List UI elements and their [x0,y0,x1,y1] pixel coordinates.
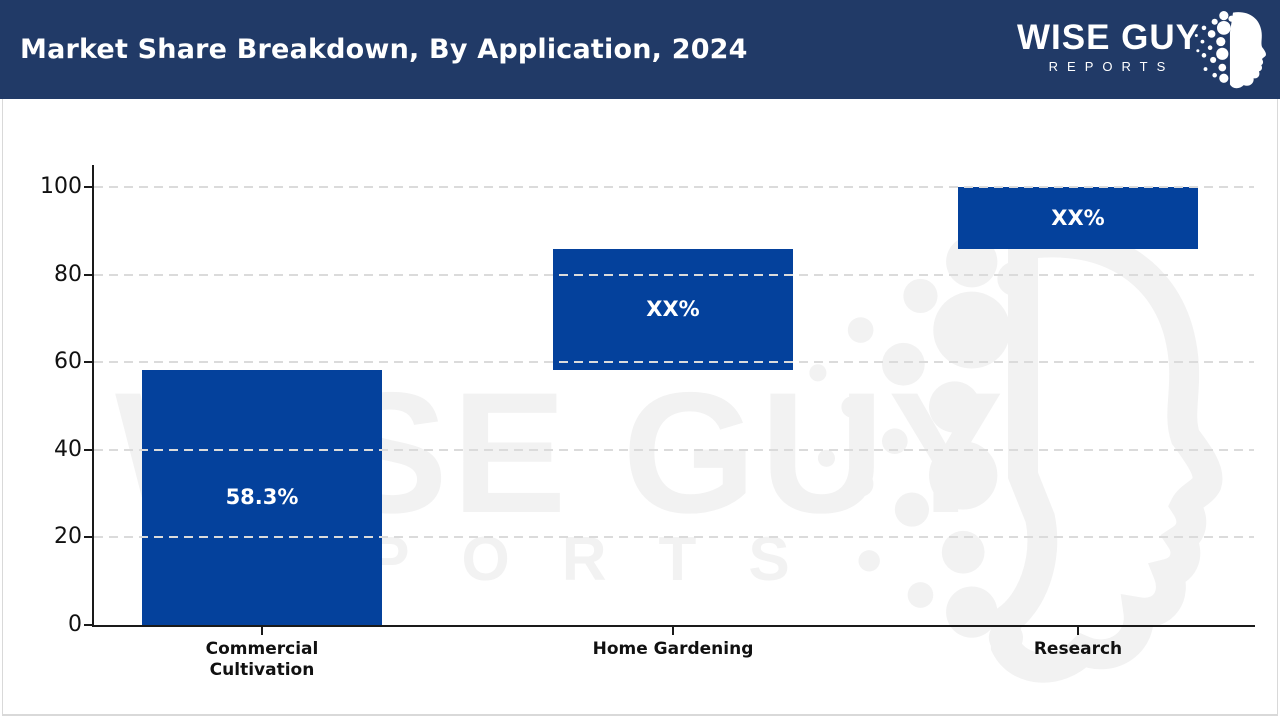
x-category-label-line: Commercial [205,639,319,659]
y-tick-label-20: 20 [54,524,82,550]
x-tick-3 [1077,627,1079,635]
wise-guy-logo: WISE GUY REPORTS [1017,6,1272,94]
y-axis-spine [92,165,94,627]
bar-value-label: XX% [1051,205,1105,230]
logo-subtitle: REPORTS [1048,59,1175,74]
logo-face-icon [1194,11,1266,89]
gridline-20 [94,536,1254,539]
gridline-100 [94,185,1254,188]
x-category-label-line: Home Gardening [592,639,754,659]
bar-value-label: 58.3% [225,485,299,510]
y-tick-40 [84,448,92,451]
bar-2: XX% [553,249,793,370]
x-axis-spine [92,625,1255,627]
bar-value-label: XX% [646,297,700,322]
chart-title: Market Share Breakdown, By Application, … [20,34,748,65]
y-tick-80 [84,273,92,276]
chart-canvas: WISE GUY REPORTS 0 20 40 60 80 100 58.3% Commer… [2,99,1278,716]
y-tick-100 [84,185,92,188]
y-tick-60 [84,361,92,364]
y-tick-20 [84,536,92,539]
x-category-label-line: Research [1033,639,1123,659]
x-category-label: Home Gardening [563,639,783,660]
logo-wordmark: WISE GUY [1016,18,1200,57]
y-tick-label-0: 0 [68,612,82,637]
y-tick-label-60: 60 [54,349,82,375]
watermark-face-icon [809,227,1223,683]
gridline-80 [94,273,1254,276]
y-tick-label-80: 80 [54,261,82,287]
logo-text: WISE GUY REPORTS [1016,18,1200,75]
gridline-40 [94,448,1254,451]
header-bar: Market Share Breakdown, By Application, … [0,0,1280,99]
bar-3: XX% [958,186,1198,250]
y-tick-label-100: 100 [40,173,82,199]
gridline-60 [94,361,1254,364]
y-tick-0 [84,624,92,626]
plot-area: 0 20 40 60 80 100 58.3% Commercial Cultivation XX… [40,165,1254,680]
x-category-label-line: Cultivation [209,660,315,680]
y-tick-label-40: 40 [54,436,82,462]
x-category-label: Research [968,639,1188,660]
x-tick-2 [672,627,674,635]
bar-1: 58.3% [142,369,382,625]
x-tick-1 [261,627,263,635]
x-category-label: Commercial Cultivation [152,639,372,681]
